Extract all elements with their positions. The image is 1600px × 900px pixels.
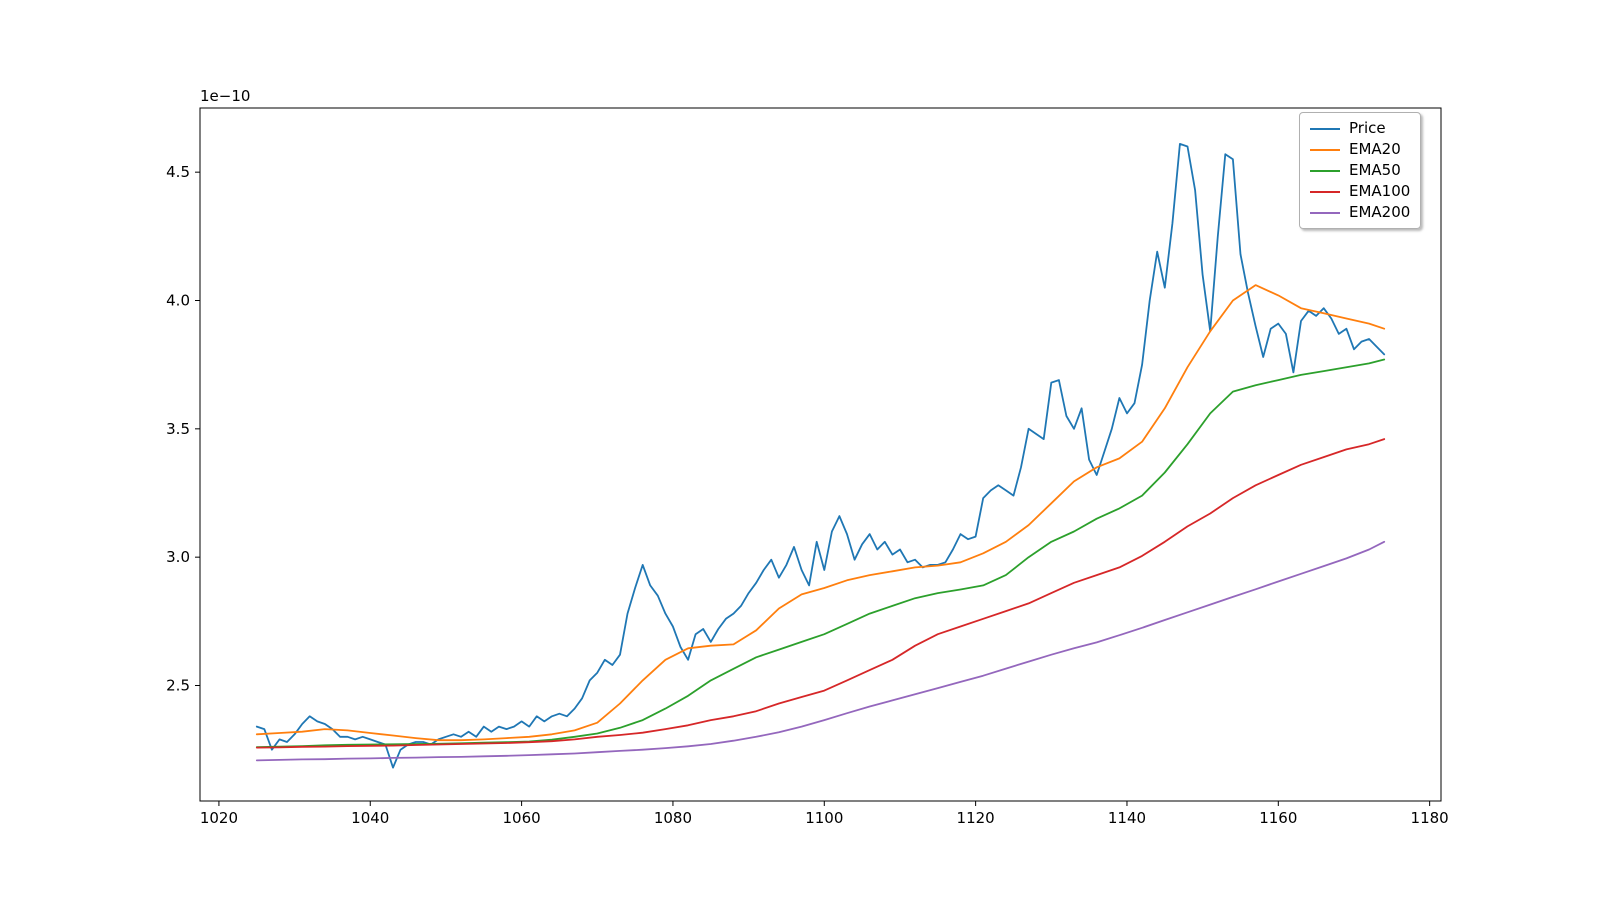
ema20-line xyxy=(255,284,1386,742)
price-line xyxy=(255,142,1386,769)
x-tick-label: 1120 xyxy=(957,809,995,827)
legend-label: EMA20 xyxy=(1349,140,1401,158)
legend-label: EMA200 xyxy=(1349,203,1411,221)
legend-label: EMA50 xyxy=(1349,161,1401,179)
x-tick-label: 1040 xyxy=(351,809,389,827)
legend-line-swatch xyxy=(1310,190,1340,193)
legend-line-swatch xyxy=(1310,127,1340,130)
ema100-line xyxy=(255,438,1386,749)
y-axis-ticks: 2.5 3.0 3.5 4.0 4.5 xyxy=(166,163,200,695)
y-tick-label: 4.0 xyxy=(166,292,190,310)
plot-series xyxy=(255,142,1386,769)
y-tick-label: 4.5 xyxy=(166,163,190,181)
x-tick-label: 1100 xyxy=(805,809,843,827)
legend-entry-ema200: EMA200 xyxy=(1310,204,1410,221)
legend-entry-ema20: EMA20 xyxy=(1310,141,1410,158)
legend-label: EMA100 xyxy=(1349,182,1411,200)
ema200-line xyxy=(255,540,1386,762)
y-tick-label: 2.5 xyxy=(166,677,190,695)
plot-border xyxy=(199,107,1442,802)
legend-label: Price xyxy=(1349,119,1386,137)
legend-line-swatch xyxy=(1310,148,1340,151)
legend-entry-ema50: EMA50 xyxy=(1310,162,1410,179)
x-tick-label: 1180 xyxy=(1411,809,1449,827)
legend-line-swatch xyxy=(1310,211,1340,214)
legend-entry-ema100: EMA100 xyxy=(1310,183,1410,200)
legend-line-swatch xyxy=(1310,169,1340,172)
y-tick-label: 3.0 xyxy=(166,548,190,566)
x-tick-label: 1060 xyxy=(503,809,541,827)
x-tick-label: 1080 xyxy=(654,809,692,827)
axes-frame xyxy=(199,107,1442,802)
y-axis-offset-label: 1e−10 xyxy=(200,87,250,105)
legend: Price EMA20 EMA50 EMA100 EMA200 xyxy=(1299,112,1422,229)
y-tick-label: 3.5 xyxy=(166,420,190,438)
legend-entry-price: Price xyxy=(1310,120,1410,137)
x-tick-label: 1140 xyxy=(1108,809,1146,827)
x-axis-ticks: 1020 1040 1060 1080 1100 1120 1140 1160 1180 xyxy=(200,801,1449,827)
x-tick-label: 1020 xyxy=(200,809,238,827)
x-tick-label: 1160 xyxy=(1259,809,1297,827)
